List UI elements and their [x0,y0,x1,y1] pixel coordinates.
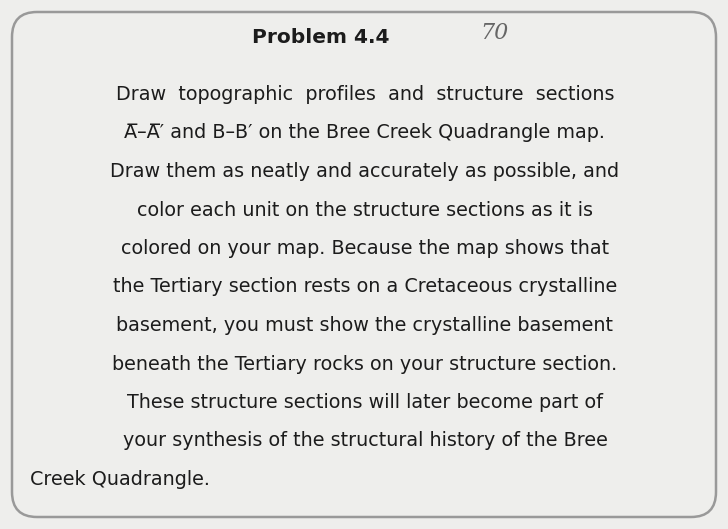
Text: color each unit on the structure sections as it is: color each unit on the structure section… [137,200,593,220]
Text: beneath the Tertiary rocks on your structure section.: beneath the Tertiary rocks on your struc… [112,354,617,373]
Text: Creek Quadrangle.: Creek Quadrangle. [30,470,210,489]
Text: basement, you must show the crystalline basement: basement, you must show the crystalline … [116,316,614,335]
Text: the Tertiary section rests on a Cretaceous crystalline: the Tertiary section rests on a Cretaceo… [113,278,617,296]
Text: your synthesis of the structural history of the Bree: your synthesis of the structural history… [122,432,607,451]
Text: These structure sections will later become part of: These structure sections will later beco… [127,393,603,412]
Text: 70: 70 [480,22,508,44]
FancyBboxPatch shape [12,12,716,517]
Text: A̅–A̅′ and B–B′ on the Bree Creek Quadrangle map.: A̅–A̅′ and B–B′ on the Bree Creek Quadra… [124,123,606,142]
Text: colored on your map. Because the map shows that: colored on your map. Because the map sho… [121,239,609,258]
Text: Draw  topographic  profiles  and  structure  sections: Draw topographic profiles and structure … [116,85,614,104]
Text: Draw them as neatly and accurately as possible, and: Draw them as neatly and accurately as po… [111,162,620,181]
Text: Problem 4.4: Problem 4.4 [252,28,389,47]
